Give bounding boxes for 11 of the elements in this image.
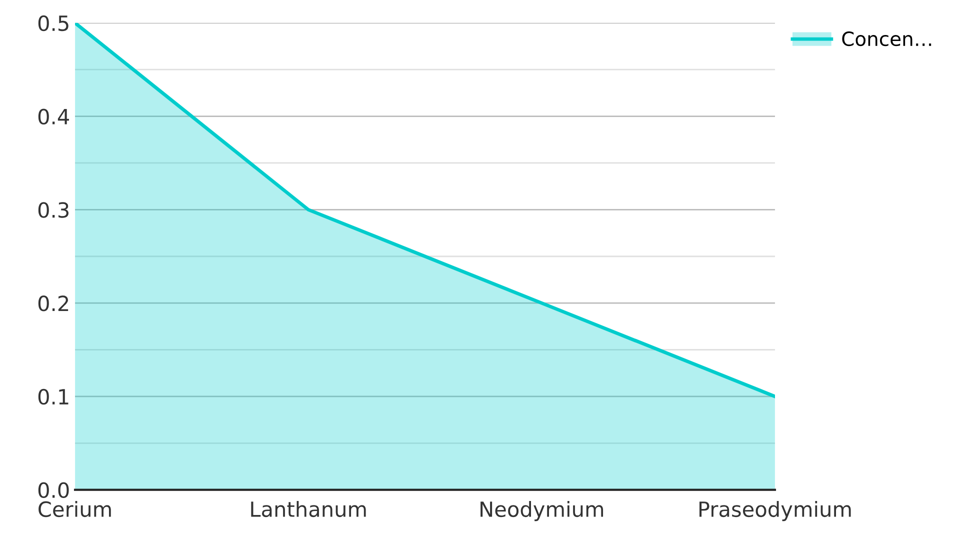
y-tick-label: 0.4 — [38, 108, 69, 125]
x-tick-label: Cerium — [38, 500, 111, 518]
legend-label: Concen… — [842, 31, 932, 46]
y-tick-label: 0.0 — [38, 482, 69, 498]
y-tick-label: 0.3 — [38, 202, 68, 218]
x-tick-label: Neodymium — [480, 500, 604, 522]
x-tick-label: Praseodymium — [699, 500, 851, 522]
y-tick-label: 0.1 — [38, 388, 68, 405]
x-tick-label: Lanthanum — [251, 500, 366, 518]
y-tick-label: 0.5 — [38, 15, 68, 32]
y-tick-label: 0.2 — [38, 296, 68, 312]
